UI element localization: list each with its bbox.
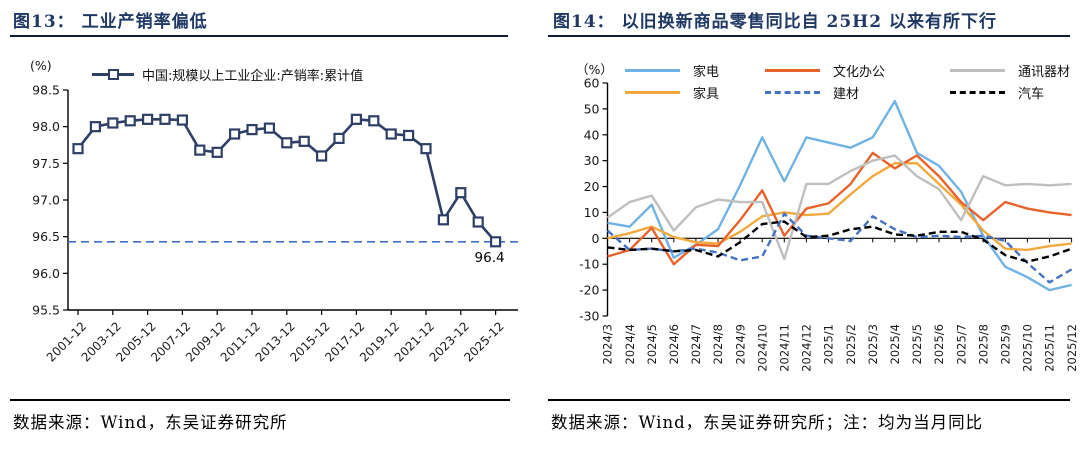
legend-label: 家具: [693, 87, 720, 102]
svg-text:2024/12: 2024/12: [800, 324, 814, 372]
legend-label: 建材: [833, 87, 860, 102]
svg-text:-30: -30: [579, 309, 599, 324]
svg-text:2024/11: 2024/11: [778, 324, 792, 372]
series-sample-marker: [108, 69, 119, 80]
svg-text:98.0: 98.0: [32, 119, 60, 134]
svg-text:2024/3: 2024/3: [601, 324, 615, 364]
svg-text:2024/5: 2024/5: [645, 324, 659, 364]
series-sample-line: [625, 69, 680, 72]
svg-text:30: 30: [584, 153, 600, 168]
svg-text:-10: -10: [579, 257, 599, 272]
series-sample-dashed-line: [950, 91, 1005, 94]
figure14-unit-label: （%）: [576, 62, 613, 77]
svg-text:2025/3: 2025/3: [866, 324, 880, 364]
series-sample-line: [92, 69, 134, 80]
figure13-chart: (%) 中国:规模以上工业企业:产销率:累计值 95.5 96.0 96.5 97.0…: [0, 38, 540, 396]
svg-text:96.0: 96.0: [32, 266, 60, 281]
svg-text:2025/10: 2025/10: [1021, 324, 1035, 372]
svg-text:98.5: 98.5: [32, 83, 60, 98]
svg-text:2024/8: 2024/8: [711, 324, 725, 364]
figure13-line-chart: 95.596.096.597.097.598.098.52001-122003-…: [32, 83, 518, 365]
figure14-title: 图14： 以旧换新商品零售同比自 25H2 以来有所下行: [553, 12, 997, 32]
svg-text:0: 0: [592, 231, 600, 246]
figure13-legend-item: 中国:规模以上工业企业:产销率:累计值: [92, 65, 363, 84]
legend-label: 通讯器材: [1018, 65, 1071, 80]
svg-text:2025/5: 2025/5: [910, 324, 924, 364]
figure13-unit-label: (%): [30, 58, 52, 73]
svg-text:2025/1: 2025/1: [822, 324, 836, 364]
figure13-source: 数据来源：Wind，东吴证券研究所: [13, 413, 288, 432]
figure13-panel: 图13： 工业产销率偏低 (%) 中国:规模以上工业企业:产销率:累计值 95.…: [0, 12, 540, 432]
svg-text:2024/7: 2024/7: [689, 324, 703, 364]
figure13-title: 图13： 工业产销率偏低: [13, 12, 208, 32]
svg-text:10: 10: [584, 205, 600, 220]
figure14-source-rule: [548, 399, 1070, 401]
figure14-chart: （%） 家电 文化办公 通讯器材 家具 建材: [540, 38, 1080, 396]
svg-text:96.4: 96.4: [475, 250, 505, 266]
legend-item-tongxunqicai: 通讯器材: [950, 61, 1070, 80]
series-sample-dashed-line: [765, 91, 820, 94]
legend-label: 文化办公: [833, 65, 886, 80]
legend-item-wenhuabangong: 文化办公: [765, 61, 885, 80]
legend-item-jiaju: 家具: [625, 83, 719, 102]
svg-text:2025/11: 2025/11: [1043, 324, 1057, 372]
svg-text:2025/7: 2025/7: [954, 324, 968, 364]
svg-text:2025/6: 2025/6: [932, 324, 946, 364]
legend-label: 汽车: [1018, 87, 1045, 102]
svg-text:2025/4: 2025/4: [888, 324, 902, 364]
svg-text:2025/2: 2025/2: [844, 324, 858, 364]
figure13-legend-label: 中国:规模以上工业企业:产销率:累计值: [142, 69, 364, 84]
series-sample-line: [625, 91, 680, 94]
svg-text:97.5: 97.5: [32, 156, 60, 171]
svg-text:2024/6: 2024/6: [667, 324, 681, 364]
svg-text:20: 20: [584, 179, 600, 194]
legend-label: 家电: [693, 65, 720, 80]
figure14-source: 数据来源：Wind，东吴证券研究所；注：均为当月同比: [551, 413, 984, 432]
series-sample-line: [765, 69, 820, 72]
svg-text:50: 50: [584, 101, 600, 116]
svg-text:95.5: 95.5: [32, 303, 60, 318]
svg-text:60: 60: [584, 76, 600, 91]
figure14-title-rule: [548, 35, 1070, 37]
svg-text:2024/9: 2024/9: [733, 324, 747, 364]
legend-item-jiadian: 家电: [625, 61, 719, 80]
legend-item-qiche: 汽车: [950, 83, 1044, 102]
svg-text:96.5: 96.5: [32, 229, 60, 244]
series-sample-line: [950, 69, 1005, 72]
figure14-line-chart: -30 -20 -10 0 10 20 30 40 50 60 2024/3 2024/4 2024/5…: [579, 76, 1079, 372]
svg-text:-20: -20: [579, 283, 599, 298]
svg-text:2024/10: 2024/10: [755, 324, 769, 372]
svg-text:97.0: 97.0: [32, 193, 60, 208]
figure14-panel: 图14： 以旧换新商品零售同比自 25H2 以来有所下行 （%） 家电 文化办公…: [540, 0, 1080, 461]
figure13-title-rule: [10, 35, 508, 37]
svg-text:2025/12: 2025/12: [1065, 324, 1079, 372]
svg-text:2025/8: 2025/8: [976, 324, 990, 364]
svg-text:2025/9: 2025/9: [999, 324, 1013, 364]
svg-text:2024/4: 2024/4: [623, 324, 637, 364]
legend-item-jiancai: 建材: [765, 83, 859, 102]
svg-text:40: 40: [584, 127, 600, 142]
figure13-source-rule: [10, 399, 510, 401]
